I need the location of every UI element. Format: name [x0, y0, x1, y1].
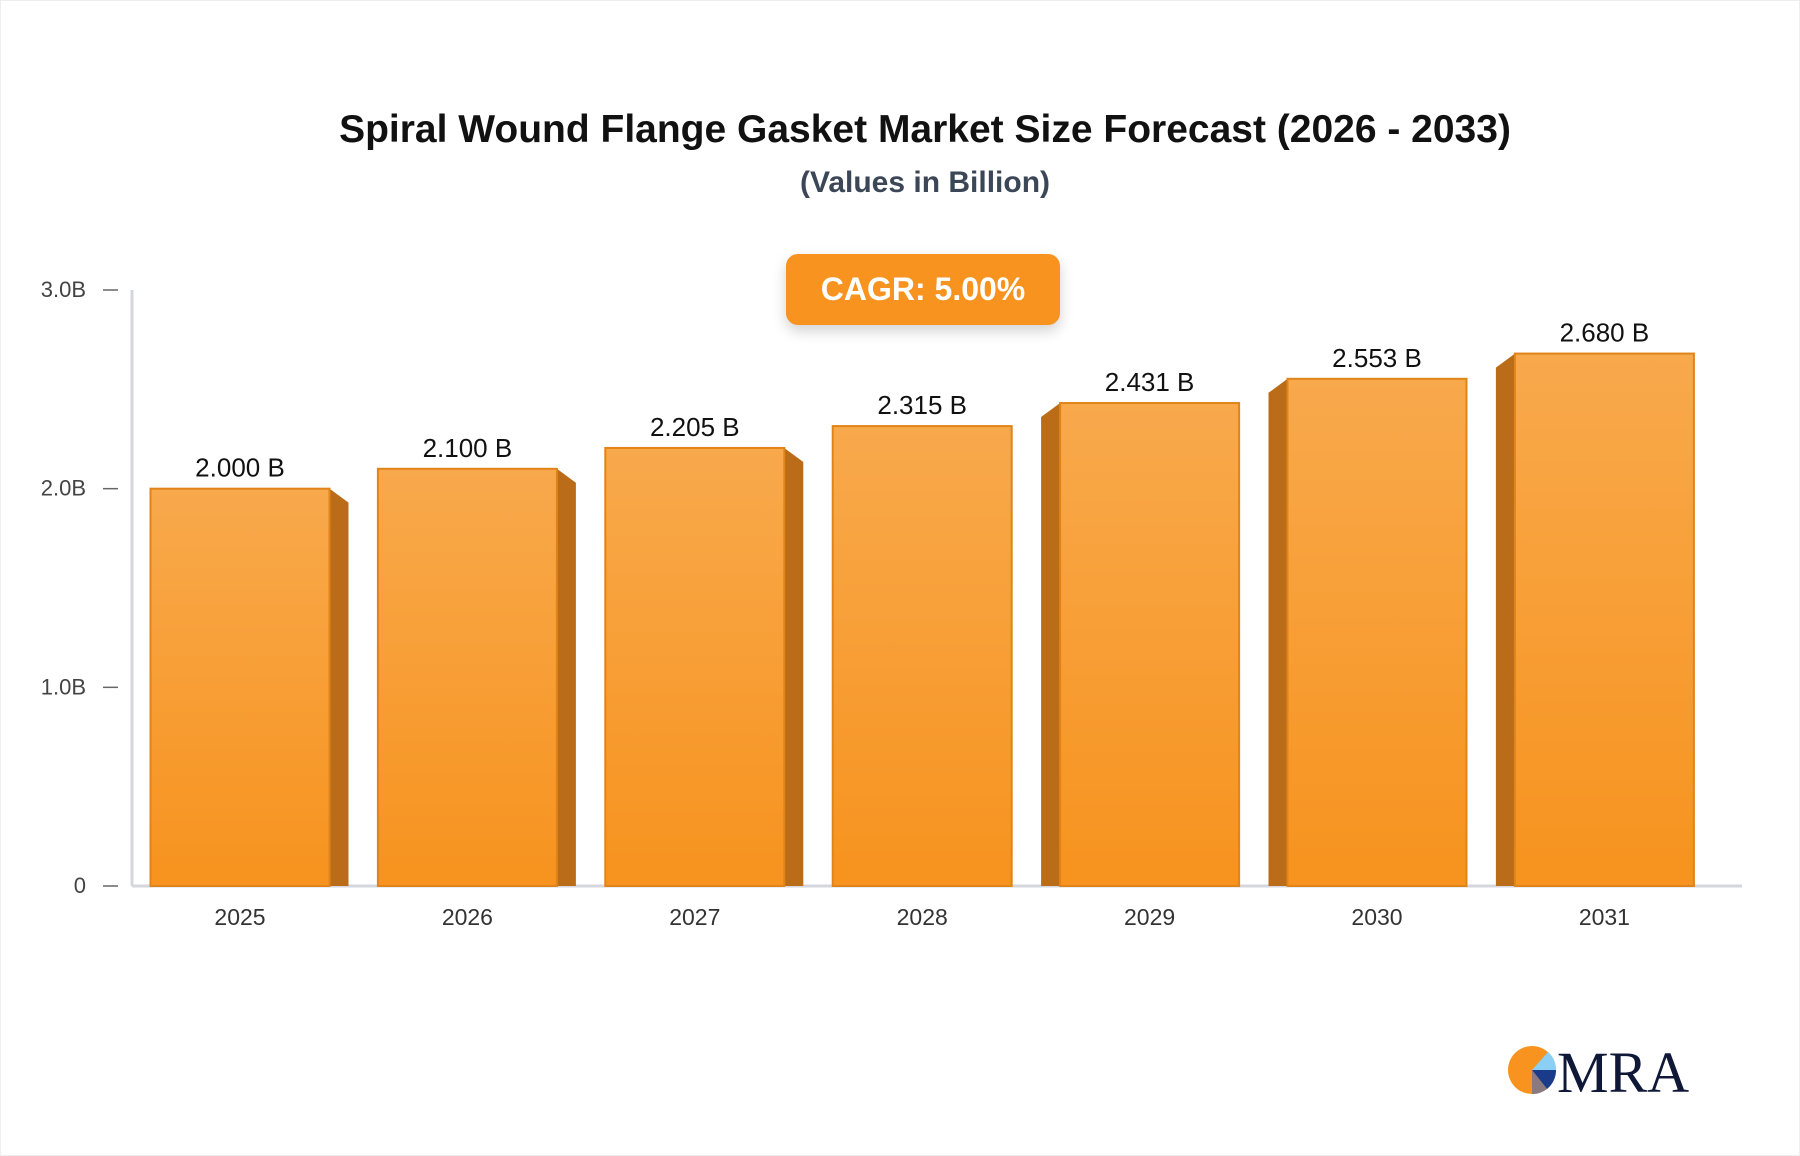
x-tick-label: 2031 — [1579, 904, 1630, 930]
x-tick-label: 2028 — [897, 904, 948, 930]
y-tick-label: 3.0B — [41, 277, 86, 302]
bar — [1059, 402, 1241, 887]
bar-value-label: 2.315 B — [877, 390, 967, 420]
bar-side — [784, 447, 804, 886]
bar-value-label: 2.431 B — [1105, 367, 1195, 397]
y-tick-label: 0 — [74, 873, 86, 898]
bar — [831, 425, 1013, 887]
bar-side — [556, 468, 576, 886]
bar-side — [1495, 353, 1515, 886]
bar — [1513, 352, 1695, 888]
bar-side — [1268, 378, 1288, 886]
y-tick-label: 2.0B — [41, 476, 86, 501]
bar-value-label: 2.000 B — [195, 453, 285, 483]
bar — [604, 446, 786, 887]
y-tick-label: 1.0B — [41, 674, 86, 699]
x-tick-label: 2027 — [669, 904, 720, 930]
bar-value-label: 2.205 B — [650, 412, 740, 442]
x-tick-label: 2025 — [214, 904, 265, 930]
bar-side — [1041, 403, 1061, 886]
bar — [149, 487, 331, 887]
logo-text: MRA — [1557, 1040, 1689, 1100]
bar-side — [329, 488, 349, 886]
chart-title: Spiral Wound Flange Gasket Market Size F… — [339, 108, 1511, 151]
bar-value-label: 2.100 B — [423, 433, 513, 463]
chart-subtitle: (Values in Billion) — [799, 166, 1051, 199]
x-tick-label: 2029 — [1124, 904, 1175, 930]
mra-logo: MRA — [1508, 1040, 1689, 1100]
bar-value-label: 2.680 B — [1560, 318, 1650, 348]
bar — [376, 467, 558, 887]
cagr-badge: CAGR: 5.00% — [786, 254, 1060, 325]
x-tick-label: 2030 — [1351, 904, 1402, 930]
bar-value-label: 2.553 B — [1332, 343, 1422, 373]
bar — [1286, 377, 1468, 887]
x-tick-label: 2026 — [442, 904, 493, 930]
